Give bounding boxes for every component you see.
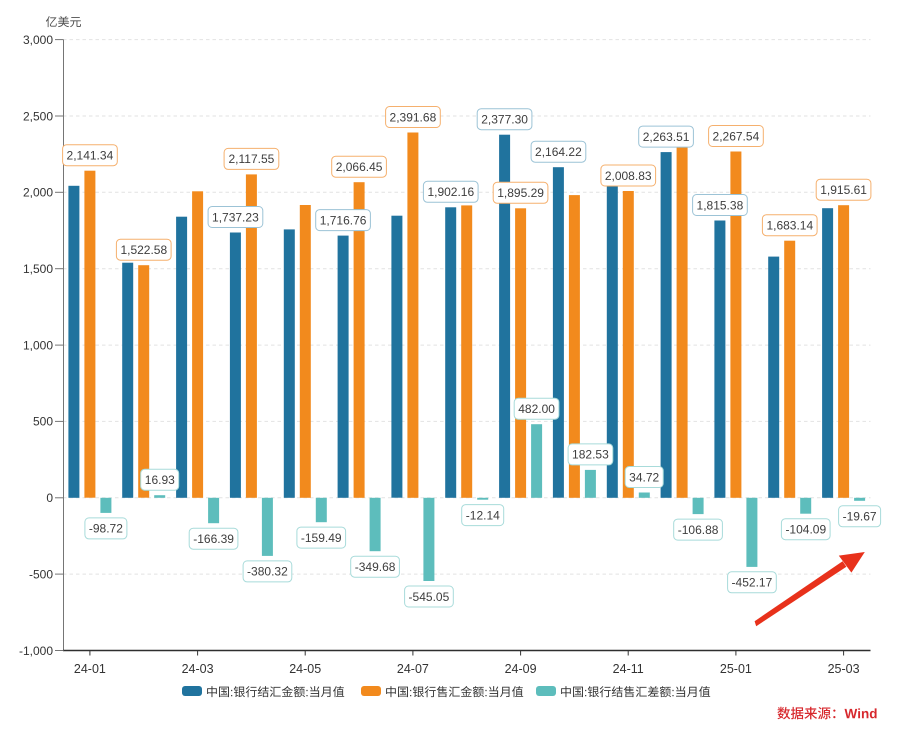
- svg-text:2,377.30: 2,377.30: [481, 113, 528, 127]
- svg-text:-159.49: -159.49: [301, 531, 342, 545]
- svg-text:3,000: 3,000: [23, 33, 53, 47]
- svg-text:24-03: 24-03: [182, 662, 214, 676]
- svg-text:2,500: 2,500: [23, 109, 53, 123]
- svg-text:24-07: 24-07: [397, 662, 429, 676]
- svg-text:-380.32: -380.32: [247, 565, 288, 579]
- svg-text:2,000: 2,000: [23, 186, 53, 200]
- svg-text:2,008.83: 2,008.83: [605, 169, 652, 183]
- svg-text:-1,000: -1,000: [19, 644, 53, 658]
- svg-text:2,391.68: 2,391.68: [390, 110, 437, 124]
- svg-text:2,164.22: 2,164.22: [535, 145, 582, 159]
- svg-text:0: 0: [46, 491, 53, 505]
- svg-text:482.00: 482.00: [518, 402, 555, 416]
- svg-text:1,737.23: 1,737.23: [212, 210, 259, 224]
- svg-text:500: 500: [33, 415, 53, 429]
- svg-text:-500: -500: [29, 567, 53, 581]
- svg-text:-12.14: -12.14: [466, 508, 500, 522]
- svg-text:24-05: 24-05: [289, 662, 321, 676]
- svg-text:24-09: 24-09: [505, 662, 537, 676]
- svg-text:24-11: 24-11: [613, 662, 644, 676]
- svg-text:2,141.34: 2,141.34: [67, 149, 114, 163]
- svg-text:1,000: 1,000: [23, 338, 53, 352]
- svg-text:1,683.14: 1,683.14: [766, 219, 813, 233]
- svg-text:2,066.45: 2,066.45: [336, 160, 383, 174]
- svg-text:-452.17: -452.17: [732, 576, 773, 590]
- svg-text:16.93: 16.93: [145, 473, 175, 487]
- svg-text:-545.05: -545.05: [409, 590, 450, 604]
- svg-text:-166.39: -166.39: [193, 532, 234, 546]
- svg-text:25-03: 25-03: [828, 662, 860, 676]
- svg-text:24-01: 24-01: [74, 662, 106, 676]
- svg-text:1,500: 1,500: [23, 262, 53, 276]
- svg-text:182.53: 182.53: [572, 448, 609, 462]
- svg-text:1,522.58: 1,522.58: [120, 243, 167, 257]
- svg-text:1,902.16: 1,902.16: [427, 185, 474, 199]
- svg-text:-19.67: -19.67: [843, 510, 877, 524]
- svg-text:1,915.61: 1,915.61: [820, 183, 867, 197]
- svg-text:1,716.76: 1,716.76: [320, 213, 367, 227]
- svg-text:1,895.29: 1,895.29: [497, 186, 544, 200]
- svg-text:-349.68: -349.68: [355, 560, 396, 574]
- svg-text:2,263.51: 2,263.51: [643, 130, 690, 144]
- svg-text:2,267.54: 2,267.54: [713, 129, 760, 143]
- svg-text:34.72: 34.72: [629, 470, 659, 484]
- svg-text:-104.09: -104.09: [785, 523, 826, 537]
- svg-text:2,117.55: 2,117.55: [228, 152, 274, 166]
- svg-text:25-01: 25-01: [720, 662, 752, 676]
- svg-text:-98.72: -98.72: [89, 522, 123, 536]
- svg-text:1,815.38: 1,815.38: [697, 198, 744, 212]
- svg-text:-106.88: -106.88: [678, 523, 719, 537]
